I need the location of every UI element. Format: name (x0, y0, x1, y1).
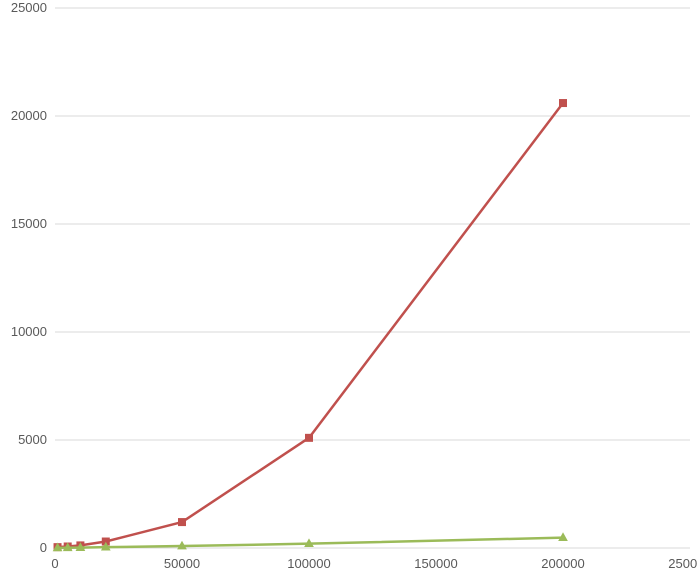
series-red-marker (179, 519, 186, 526)
x-tick-label: 50000 (164, 556, 200, 571)
y-tick-label: 5000 (18, 432, 47, 447)
x-tick-label: 150000 (414, 556, 457, 571)
series-red-marker (306, 434, 313, 441)
x-tick-label: 0 (51, 556, 58, 571)
line-chart: 0500010000150002000025000050000100000150… (0, 0, 697, 586)
chart-svg: 0500010000150002000025000050000100000150… (0, 0, 697, 586)
x-tick-label: 100000 (287, 556, 330, 571)
y-tick-label: 20000 (11, 108, 47, 123)
y-tick-label: 0 (40, 540, 47, 555)
y-tick-label: 10000 (11, 324, 47, 339)
y-tick-label: 15000 (11, 216, 47, 231)
series-red-marker (560, 100, 567, 107)
x-tick-label: 200000 (541, 556, 584, 571)
y-tick-label: 25000 (11, 0, 47, 15)
x-tick-label: 250000 (668, 556, 697, 571)
